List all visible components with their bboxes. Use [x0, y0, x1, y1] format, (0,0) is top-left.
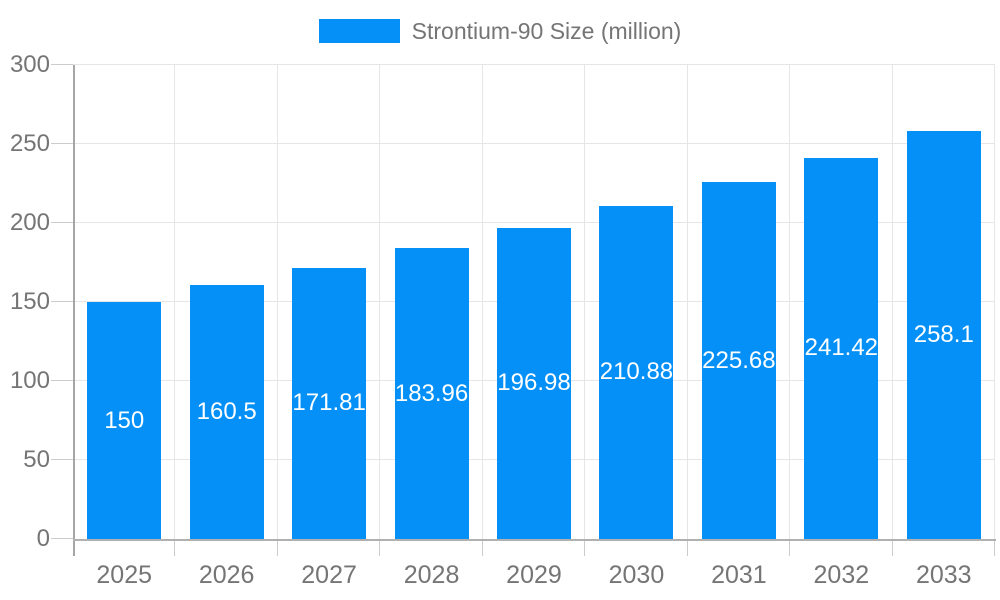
y-axis-tick [51, 301, 73, 302]
h-gridline [73, 143, 995, 144]
bar-value-label: 225.68 [702, 346, 776, 374]
y-axis-tick [51, 459, 73, 460]
v-gridline [584, 65, 586, 539]
x-axis-tick-label: 2033 [915, 561, 972, 589]
x-axis-tick [789, 541, 791, 556]
bar-value-label: 210.88 [599, 358, 674, 386]
chart-legend[interactable]: Strontium-90 Size (million) [0, 19, 1000, 43]
x-axis-tick-label: 2030 [608, 561, 665, 589]
y-axis-tick [51, 380, 73, 381]
bar[interactable] [497, 227, 571, 539]
x-axis-tick [174, 541, 176, 556]
x-axis-tick-label: 2025 [96, 561, 153, 589]
x-axis-tick [891, 541, 893, 556]
y-axis-tick-label: 0 [36, 525, 50, 552]
y-axis-tick [51, 64, 73, 65]
v-gridline [789, 65, 791, 539]
v-gridline [994, 65, 995, 539]
bar-value-label: 258.1 [913, 321, 974, 349]
y-axis-tick-label: 300 [9, 51, 50, 78]
bar[interactable] [292, 267, 367, 539]
x-axis-tick [686, 541, 688, 556]
y-axis-tick-label: 100 [9, 367, 50, 394]
bar-value-label: 171.81 [292, 389, 366, 417]
plot-area: 150 160.5 171.81 183.96 196.98 210.88 225.68 24… [73, 64, 995, 539]
legend-label: Strontium-90 Size (million) [411, 18, 682, 44]
y-axis-line [73, 65, 75, 556]
y-axis-tick-label: 200 [9, 209, 50, 236]
x-axis-tick [584, 541, 586, 556]
bar[interactable] [599, 205, 674, 539]
x-axis-tick [994, 541, 995, 556]
v-gridline [481, 65, 483, 539]
x-axis-tick-label: 2029 [506, 561, 562, 589]
v-gridline [174, 65, 176, 539]
x-axis-tick-label: 2032 [813, 561, 870, 589]
x-axis-tick-label: 2028 [403, 561, 460, 589]
y-axis-tick-label: 50 [23, 446, 50, 473]
bar[interactable] [701, 182, 776, 539]
bar-value-label: 150 [104, 406, 145, 434]
y-axis-tick-label: 150 [9, 288, 50, 315]
bar-value-label: 196.98 [497, 369, 571, 397]
bar-value-label: 183.96 [394, 379, 469, 407]
y-axis-tick [51, 143, 73, 144]
h-gridline [73, 222, 995, 223]
v-gridline [379, 65, 381, 539]
legend-swatch [318, 19, 400, 43]
x-axis-tick [276, 541, 278, 556]
bar-value-label: 241.42 [804, 334, 879, 362]
x-axis-tick [481, 541, 483, 556]
v-gridline [276, 65, 278, 539]
y-axis-tick-label: 250 [9, 130, 50, 157]
v-gridline [891, 65, 893, 539]
bar[interactable] [87, 302, 162, 539]
bar[interactable] [189, 285, 264, 539]
h-gridline [73, 64, 995, 65]
y-axis-tick [51, 538, 73, 539]
y-axis-tick [51, 222, 73, 223]
bar[interactable] [804, 157, 879, 539]
x-axis-tick-label: 2027 [301, 561, 357, 589]
x-axis-line [73, 539, 996, 541]
x-axis-tick [379, 541, 381, 556]
bar-value-label: 160.5 [196, 398, 257, 426]
bar[interactable] [906, 131, 981, 539]
v-gridline [686, 65, 688, 539]
x-axis-tick-label: 2026 [198, 561, 255, 589]
bar[interactable] [394, 248, 469, 539]
x-axis-tick-label: 2031 [711, 561, 767, 589]
